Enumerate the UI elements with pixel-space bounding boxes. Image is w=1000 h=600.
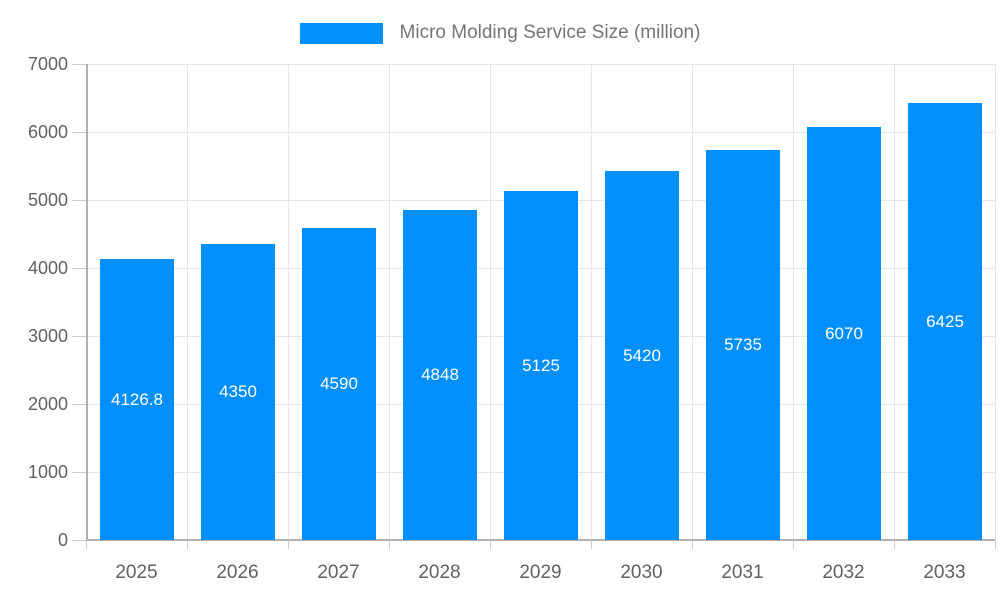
y-tick-mark — [72, 200, 86, 201]
bar-value-label: 4848 — [421, 365, 459, 384]
y-tick-mark — [72, 64, 86, 65]
x-tick-mark — [187, 540, 188, 549]
y-axis-label: 4000 — [27, 258, 68, 278]
legend-label: Micro Molding Service Size (million) — [399, 22, 701, 43]
x-tick-mark — [389, 540, 390, 549]
x-axis-label: 2030 — [620, 562, 663, 583]
y-axis-label: 0 — [57, 530, 68, 550]
y-axis-label: 6000 — [27, 122, 68, 142]
gridline-v — [995, 64, 996, 540]
bar-2032[interactable]: 6070 — [807, 127, 881, 540]
y-tick-mark — [72, 540, 86, 541]
y-axis-label: 5000 — [27, 190, 68, 210]
bar-2033[interactable]: 6425 — [908, 103, 982, 540]
x-tick-mark — [288, 540, 289, 549]
bar-2026[interactable]: 4350 — [201, 244, 275, 540]
y-axis-label: 3000 — [27, 326, 68, 346]
bar-2030[interactable]: 5420 — [605, 171, 679, 540]
bar-value-label: 4590 — [320, 374, 358, 393]
bar-2025[interactable]: 4126.8 — [100, 259, 174, 540]
y-tick-mark — [72, 336, 86, 337]
y-axis-line — [86, 64, 88, 540]
gridline-h — [86, 64, 995, 65]
x-tick-mark — [490, 540, 491, 549]
x-tick-mark — [894, 540, 895, 549]
x-tick-mark — [591, 540, 592, 549]
x-tick-mark — [793, 540, 794, 549]
gridline-v — [187, 64, 188, 540]
gridline-v — [692, 64, 693, 540]
gridline-v — [894, 64, 895, 540]
y-axis-label: 2000 — [27, 394, 68, 414]
gridline-v — [490, 64, 491, 540]
x-axis-label: 2025 — [115, 562, 158, 583]
bar-value-label: 5420 — [623, 345, 661, 365]
bar-value-label: 4126.8 — [111, 389, 163, 409]
gridline-v — [793, 64, 794, 540]
x-axis-label: 2033 — [923, 562, 966, 583]
bar-value-label: 5125 — [522, 355, 560, 375]
bar-value-label: 5735 — [724, 335, 762, 354]
y-tick-mark — [72, 404, 86, 405]
x-axis-label: 2032 — [822, 562, 865, 583]
x-axis-line — [86, 539, 995, 541]
x-axis-label: 2029 — [519, 562, 562, 583]
bar-value-label: 4350 — [219, 382, 257, 401]
bar-2031[interactable]: 5735 — [706, 150, 780, 540]
y-tick-mark — [72, 268, 86, 269]
y-axis-label: 7000 — [27, 54, 68, 74]
legend-item[interactable]: Micro Molding Service Size (million) — [0, 20, 1000, 46]
x-tick-mark — [86, 540, 87, 549]
x-tick-mark — [995, 540, 996, 549]
x-tick-mark — [692, 540, 693, 549]
bar-2029[interactable]: 5125 — [504, 191, 578, 540]
gridline-h — [86, 132, 995, 133]
bar-2027[interactable]: 4590 — [302, 228, 376, 540]
gridline-v — [288, 64, 289, 540]
y-tick-mark — [72, 472, 86, 473]
x-axis-label: 2028 — [418, 562, 461, 583]
y-tick-mark — [72, 132, 86, 133]
bar-value-label: 6425 — [926, 311, 964, 331]
x-axis-label: 2031 — [721, 562, 764, 583]
gridline-v — [389, 64, 390, 540]
plot-area: 4126.8 4350 4590 4848 5125 5420 5735 6070 6425 — [86, 64, 996, 541]
x-axis-label: 2026 — [216, 562, 259, 583]
gridline-v — [591, 64, 592, 540]
bar-value-label: 6070 — [825, 323, 863, 343]
x-axis-label: 2027 — [317, 562, 360, 583]
y-axis-label: 1000 — [27, 462, 68, 482]
legend-swatch-icon — [299, 22, 383, 44]
bar-2028[interactable]: 4848 — [403, 210, 477, 540]
